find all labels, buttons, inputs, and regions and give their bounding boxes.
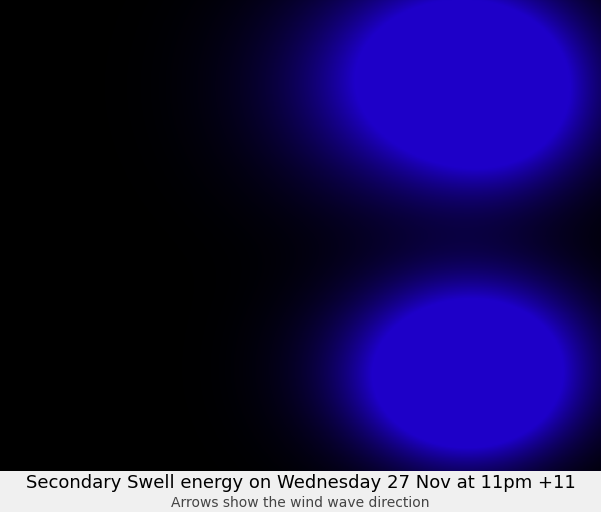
Text: Arrows show the wind wave direction: Arrows show the wind wave direction: [171, 496, 430, 510]
Text: Secondary Swell energy on Wednesday 27 Nov at 11pm +11: Secondary Swell energy on Wednesday 27 N…: [26, 474, 575, 492]
